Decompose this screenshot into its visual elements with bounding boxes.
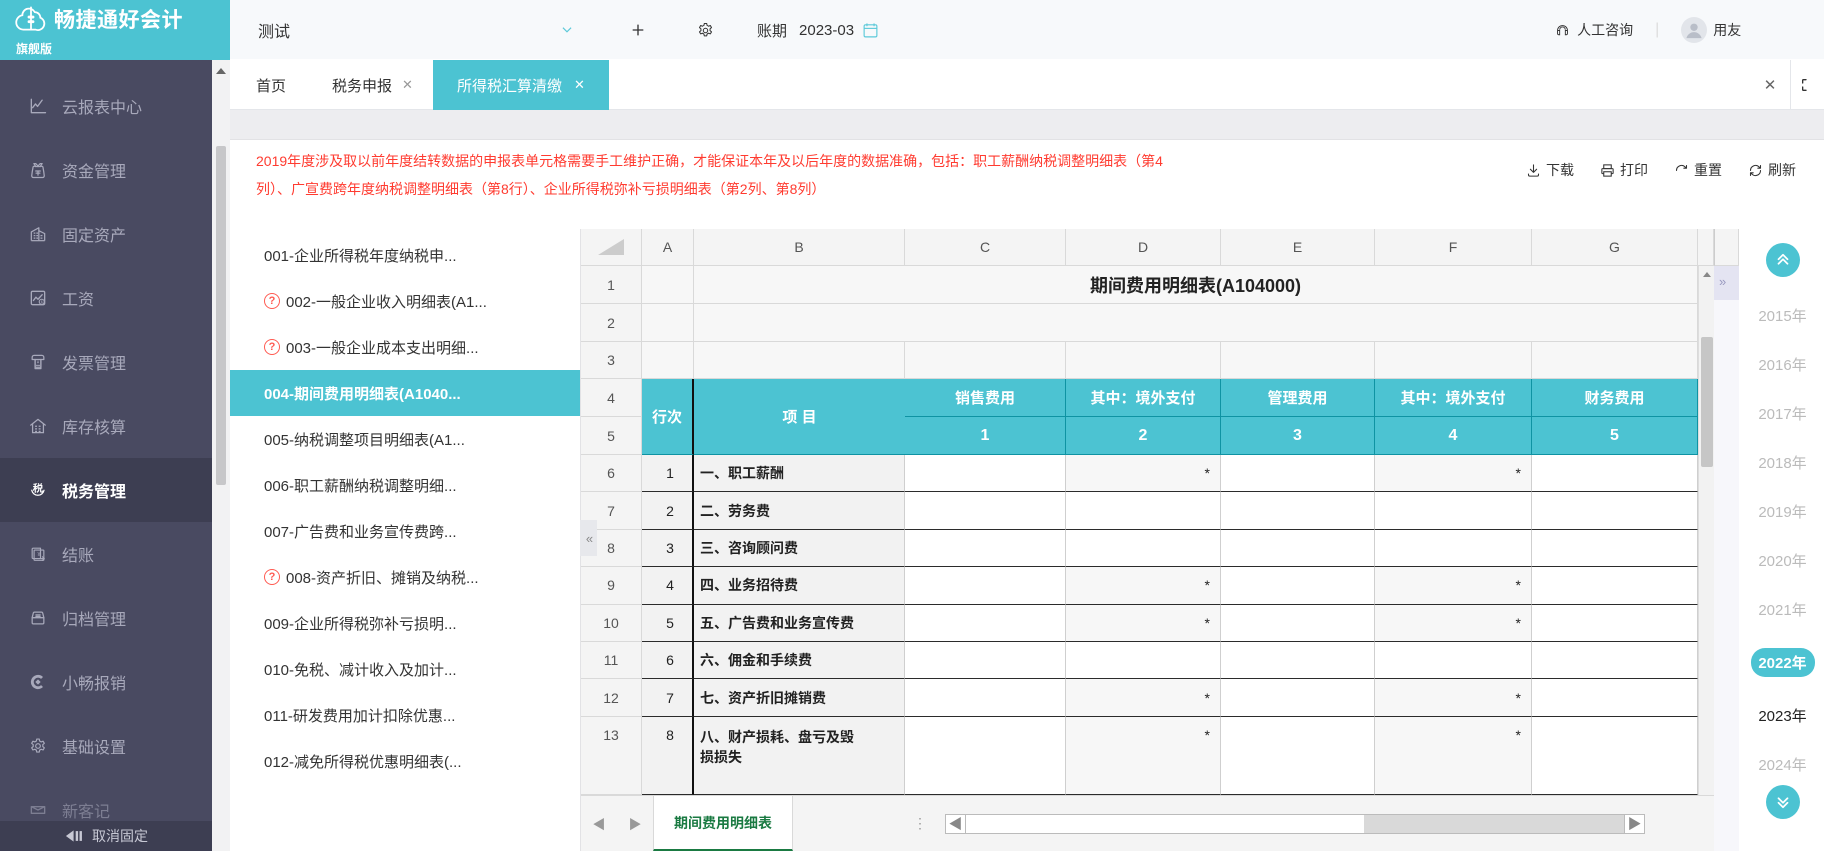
svg-text:¥: ¥ (38, 552, 41, 558)
svg-text:税: 税 (33, 480, 44, 495)
svg-text:$: $ (41, 300, 43, 304)
